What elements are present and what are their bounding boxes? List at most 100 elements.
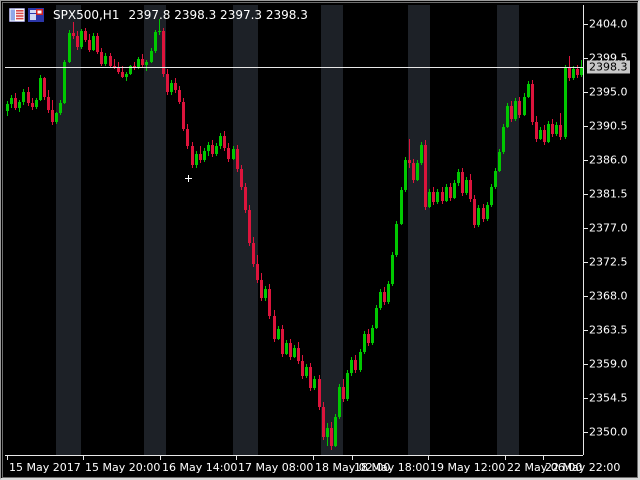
candle-body	[350, 359, 353, 374]
candle-wick	[73, 21, 74, 40]
time-axis[interactable]: 15 May 2017 15 May 20:00 16 May 14:00 17 Ma…	[5, 455, 620, 477]
candle-body	[424, 144, 427, 207]
candle-body	[80, 31, 83, 48]
candle-body	[453, 182, 456, 198]
candle-body	[174, 82, 177, 91]
candle-body	[309, 367, 312, 389]
candle-body	[313, 379, 316, 389]
price-tick-label: 2381.5	[589, 187, 628, 201]
price-tick-label: 2354.5	[589, 391, 628, 405]
candle-body	[387, 284, 390, 303]
candle-body	[158, 31, 161, 33]
candle-body	[22, 91, 25, 102]
candle-body	[531, 84, 534, 123]
candle-body	[510, 105, 513, 120]
candle-body	[469, 179, 472, 200]
candle-body	[551, 123, 554, 135]
time-tick-label: 15 May 2017	[9, 461, 81, 474]
candle-body	[547, 123, 550, 142]
candle-body	[6, 104, 9, 111]
candle-body	[109, 55, 112, 66]
candle-body	[219, 135, 222, 147]
candle-body	[436, 191, 439, 203]
time-tick-label: 22 May 06:00	[507, 461, 583, 474]
chart-plot-area[interactable]	[5, 5, 583, 455]
time-tick	[543, 456, 544, 460]
candle-body	[170, 82, 173, 92]
current-price-line	[5, 67, 583, 68]
candle-body	[191, 146, 194, 165]
candle-body	[244, 187, 247, 210]
session-band	[497, 5, 519, 455]
candle-body	[43, 78, 46, 97]
candle-body	[55, 113, 58, 123]
candle-body	[457, 172, 460, 183]
candle-body	[400, 190, 403, 224]
price-axis[interactable]: 2404.0 2399.5 2395.0 2390.5 2386.0 2381.5 2377…	[583, 5, 638, 455]
symbol-label: SPX500,H1	[53, 8, 120, 22]
candle-body	[391, 255, 394, 285]
candle-body	[96, 36, 99, 52]
candle-body	[256, 264, 259, 280]
candle-body	[121, 72, 124, 77]
candle-body	[322, 406, 325, 437]
candle-body	[104, 55, 107, 64]
candle-body	[39, 78, 42, 100]
candle-body	[268, 288, 271, 316]
candle-body	[240, 169, 243, 188]
candle-body	[297, 347, 300, 362]
candle-body	[354, 359, 357, 371]
price-tick-label: 2359.0	[589, 357, 628, 371]
candle-body	[346, 373, 349, 400]
candle-body	[293, 347, 296, 357]
candle-body	[182, 101, 185, 130]
candle-body	[523, 96, 526, 115]
ohlc-values: 2397.8 2398.3 2397.3 2398.3	[128, 8, 308, 22]
candle-body	[59, 102, 62, 114]
price-tick	[584, 228, 588, 229]
candle-body	[535, 122, 538, 139]
candle-body	[514, 101, 517, 120]
candle-body	[113, 65, 116, 68]
time-tick-label: 18 May 02:00	[315, 461, 391, 474]
price-tick-label: 2395.0	[589, 85, 628, 99]
data-window-icon[interactable]	[9, 8, 25, 22]
candle-body	[301, 361, 304, 377]
candle-body	[502, 126, 505, 153]
candle-body	[162, 31, 165, 74]
candle-body	[326, 427, 329, 437]
candle-body	[100, 51, 103, 64]
time-tick-label: 22 May 22:00	[545, 461, 621, 474]
candle-body	[195, 153, 198, 165]
price-tick	[584, 194, 588, 195]
candle-body	[564, 67, 567, 138]
chart-properties-icon[interactable]	[28, 8, 44, 22]
candle-body	[441, 191, 444, 201]
price-tick	[584, 126, 588, 127]
candle-wick	[146, 60, 147, 71]
candle-body	[494, 170, 497, 188]
candle-body	[289, 343, 292, 357]
candle-wick	[114, 58, 115, 70]
current-price-tag: 2398.3	[587, 60, 630, 74]
time-tick-label: 15 May 20:00	[85, 461, 161, 474]
candle-body	[363, 333, 366, 353]
candle-body	[273, 315, 276, 339]
candle-body	[141, 58, 144, 65]
price-tick-label: 2386.0	[589, 153, 628, 167]
time-tick	[83, 456, 84, 460]
candle-body	[375, 308, 378, 328]
session-band	[408, 5, 430, 455]
candle-body	[506, 105, 509, 127]
candle-body	[432, 191, 435, 203]
candle-body	[568, 67, 571, 79]
candle-body	[252, 243, 255, 265]
candle-body	[555, 125, 558, 135]
candle-body	[449, 187, 452, 198]
candle-body	[27, 91, 30, 104]
price-tick	[584, 92, 588, 93]
candle-body	[232, 149, 235, 159]
candle-body	[203, 150, 206, 161]
candle-body	[35, 99, 38, 108]
candle-body	[461, 172, 464, 194]
